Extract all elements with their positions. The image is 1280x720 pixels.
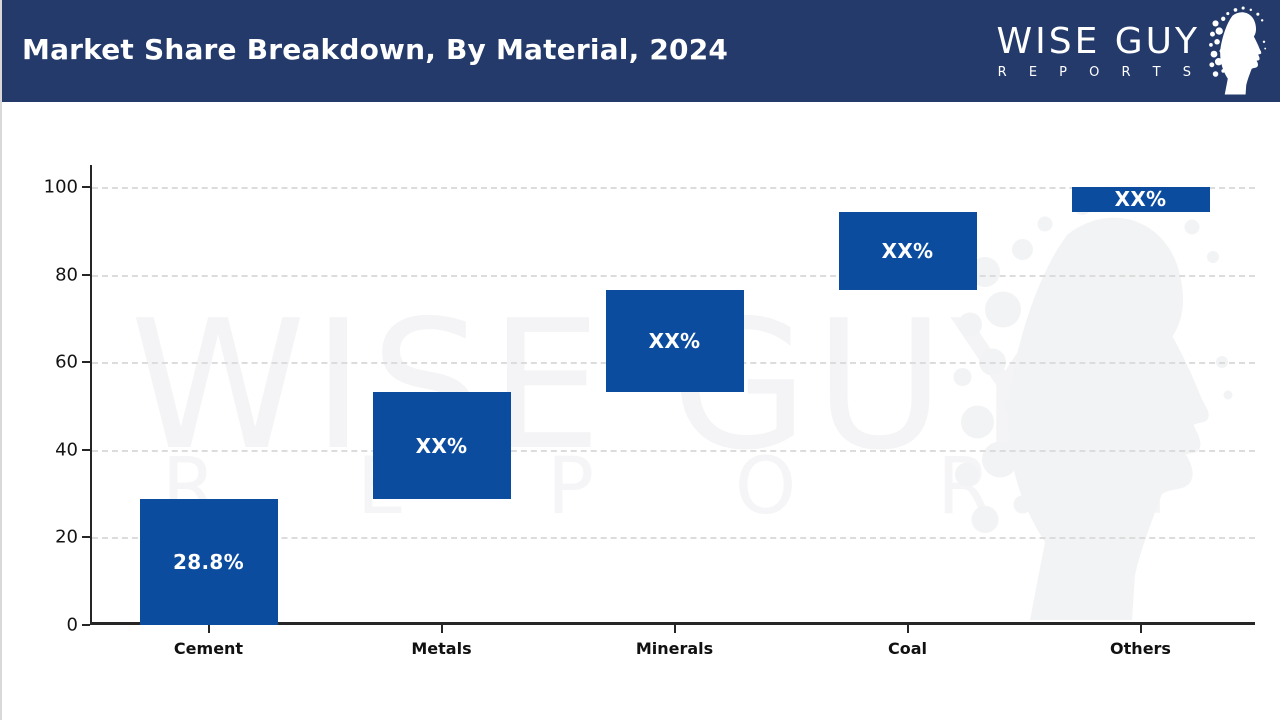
bar-value-label: 28.8%: [173, 549, 244, 574]
header-bar: Market Share Breakdown, By Material, 202…: [2, 0, 1280, 102]
x-axis-category-label: Others: [1110, 639, 1171, 658]
waterfall-bar: XX%: [372, 392, 511, 499]
y-axis-tick: [82, 448, 90, 451]
y-axis-tick-label: 100: [43, 176, 78, 198]
logo-wordmark: WISE GUY: [996, 20, 1200, 62]
x-axis-tick: [1139, 625, 1142, 633]
x-axis-category-label: Cement: [173, 639, 244, 658]
x-axis-tick: [673, 625, 676, 633]
gridline: [92, 186, 1255, 189]
plot-area: 0 20 40 60 80 100 Cement Metals Minerals Coal Othe…: [44, 165, 1255, 658]
bar-value-label: XX%: [881, 239, 934, 264]
waterfall-bar: XX%: [838, 211, 977, 291]
page-title: Market Share Breakdown, By Material, 202…: [22, 32, 729, 66]
waterfall-bar: 28.8%: [139, 498, 278, 625]
gridline: [92, 537, 1255, 540]
bar-value-label: XX%: [648, 329, 701, 354]
waterfall-bar: XX%: [1071, 186, 1210, 212]
y-axis-tick-label: 20: [55, 526, 78, 548]
dotted-head-profile-icon: [1209, 6, 1267, 95]
y-axis-tick: [82, 624, 90, 626]
x-axis-tick: [906, 625, 909, 633]
waterfall-bar: XX%: [605, 290, 744, 393]
gridline: [92, 449, 1255, 452]
x-axis-category-label: Coal: [887, 639, 928, 658]
waterfall-chart: WISE GUY R E P O R T S 020406080100Cemen…: [2, 102, 1280, 720]
gridline: [92, 274, 1255, 277]
logo-subtitle: R E P O R T S: [997, 64, 1200, 80]
y-axis-tick-label: 0: [66, 614, 78, 636]
y-axis-tick: [82, 361, 90, 364]
y-axis-tick-label: 40: [55, 439, 78, 461]
x-axis-category-label: Metals: [411, 639, 472, 658]
bar-value-label: XX%: [415, 433, 468, 458]
y-axis-tick-label: 80: [55, 264, 78, 286]
x-axis-tick: [207, 625, 210, 633]
x-axis-tick: [440, 625, 443, 633]
logo-text: WISE GUY R E P O R T S: [994, 20, 1200, 80]
wise-guy-reports-logo: WISE GUY R E P O R T S: [994, 0, 1268, 102]
bar-value-label: XX%: [1114, 187, 1167, 212]
y-axis-tick: [82, 273, 90, 276]
y-axis-tick: [82, 185, 90, 188]
y-axis-tick: [82, 536, 90, 539]
x-axis-category-label: Minerals: [635, 639, 714, 658]
y-axis-tick-label: 60: [55, 351, 78, 373]
